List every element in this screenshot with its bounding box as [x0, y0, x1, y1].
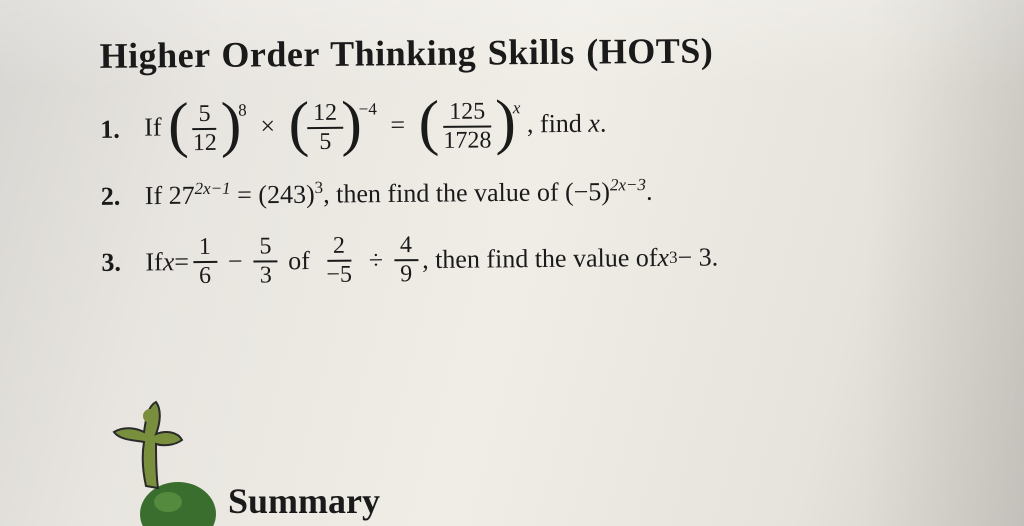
denominator: 3: [254, 262, 278, 288]
q1-lead: If: [144, 112, 168, 141]
fraction: 5 3: [253, 234, 277, 289]
numerator: 2: [327, 234, 351, 262]
denominator: 1728: [437, 128, 497, 155]
q3-body: If x = 1 6 − 5 3 of 2 −5 ÷: [145, 230, 718, 289]
q3-var1: x: [163, 245, 175, 279]
left-paren: (: [168, 101, 189, 151]
q1-rhs: ( 125 1728 ) x: [418, 99, 520, 154]
question-list: 1. If ( 5 12 ) 8 × ( 12 5: [100, 95, 986, 290]
numerator: 12: [307, 101, 343, 130]
mascot-ball-highlight: [154, 492, 182, 512]
mascot-head: [143, 409, 157, 423]
mascot-body: [114, 402, 216, 526]
q2-tail: .: [646, 177, 653, 206]
denominator: 6: [193, 263, 217, 289]
q2-mid2: , then find the value of (−5): [323, 177, 610, 209]
question-3: 3. If x = 1 6 − 5 3 of 2 −5: [101, 228, 985, 290]
equals-op: =: [390, 110, 405, 139]
right-paren: ): [495, 99, 516, 149]
q3-lead: If: [145, 245, 163, 279]
fraction: 4 9: [394, 233, 418, 288]
section-title: Higher Order Thinking Skills (HOTS): [99, 27, 983, 77]
numerator: 125: [443, 99, 491, 128]
q1-tail-pre: , find: [527, 109, 589, 139]
summary-area: Summary: [100, 396, 380, 526]
q3-var2: x: [657, 241, 669, 275]
q2-exp3: 2x−3: [610, 175, 646, 194]
summary-heading: Summary: [228, 480, 380, 526]
question-2: 2. If 272x−1 = (243)3, then find the val…: [101, 172, 985, 214]
right-paren: ): [220, 101, 241, 151]
q3-of: of: [281, 244, 316, 278]
q1-tail-post: .: [600, 109, 607, 138]
fraction: 12 5: [307, 101, 343, 156]
q1-term-a: ( 5 12 ) 8: [168, 102, 247, 157]
q3-exp: 3: [669, 247, 678, 269]
q2-exp1: 2x−1: [195, 179, 231, 198]
multiply-op: ×: [260, 112, 275, 141]
fraction: 2 −5: [320, 233, 358, 288]
fraction: 1 6: [193, 235, 217, 290]
question-number: 3.: [101, 246, 145, 280]
q2-lead: If 27: [145, 181, 195, 210]
denominator: 5: [313, 129, 337, 155]
q1-body: If ( 5 12 ) 8 × ( 12 5: [144, 98, 607, 156]
numerator: 5: [253, 234, 277, 262]
fraction: 5 12: [187, 102, 223, 157]
fraction: 125 1728: [437, 99, 497, 154]
mascot-figure: [100, 396, 220, 526]
question-number: 2.: [101, 179, 145, 213]
q3-mid3: − 3.: [677, 241, 718, 275]
numerator: 4: [394, 233, 418, 261]
denominator: −5: [320, 262, 358, 289]
denominator: 12: [187, 130, 223, 157]
question-number: 1.: [100, 113, 144, 147]
q3-mid2: , then find the value of: [422, 241, 658, 277]
left-paren: (: [418, 99, 439, 149]
left-paren: (: [288, 100, 309, 150]
q2-body: If 272x−1 = (243)3, then find the value …: [145, 174, 653, 213]
denominator: 9: [394, 261, 418, 287]
numerator: 5: [193, 102, 217, 130]
question-1: 1. If ( 5 12 ) 8 × ( 12 5: [100, 95, 984, 157]
divide-op: ÷: [369, 244, 384, 278]
numerator: 1: [193, 235, 217, 263]
q3-mid1: =: [174, 245, 189, 279]
q1-term-b: ( 12 5 ) −4: [288, 100, 377, 155]
q1-tail-var: x: [588, 109, 600, 138]
minus-op: −: [228, 245, 243, 279]
page-content: Higher Order Thinking Skills (HOTS) 1. I…: [0, 0, 1024, 291]
right-paren: ): [341, 100, 362, 150]
q2-mid1: = (243): [231, 180, 315, 210]
